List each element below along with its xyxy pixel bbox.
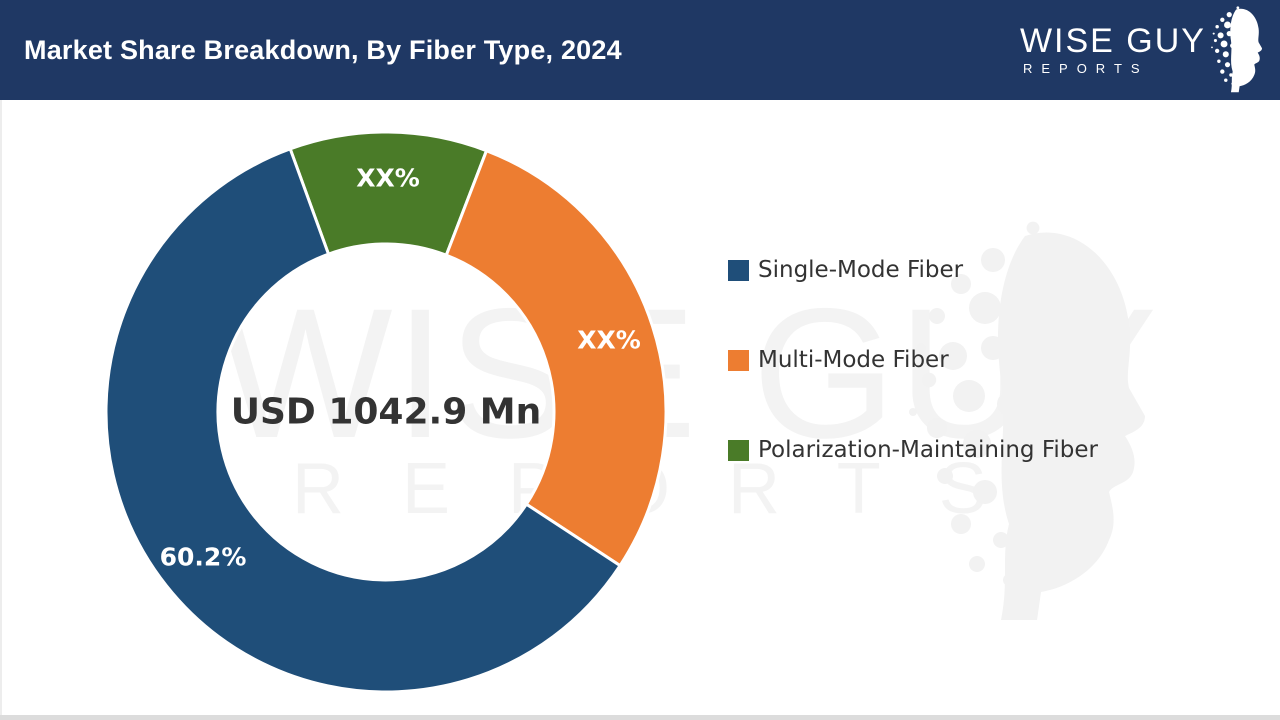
page-title: Market Share Breakdown, By Fiber Type, 2… xyxy=(24,34,622,65)
chart-legend: Single-Mode Fiber Multi-Mode Fiber Polariz… xyxy=(728,257,1098,528)
bottom-divider-bar xyxy=(0,715,1280,720)
left-edge-line xyxy=(0,100,2,716)
wiseguy-logo-name: WISE GUY xyxy=(1019,21,1206,60)
legend-swatch-polarization-maintaining-fiber xyxy=(728,439,749,461)
legend-item-multi-mode-fiber: Multi-Mode Fiber xyxy=(728,347,1098,373)
slice-label-single-mode-fiber: 60.2% xyxy=(159,542,247,572)
slice-label-multi-mode-fiber: XX% xyxy=(577,325,641,355)
legend-item-polarization-maintaining-fiber: Polarization-Maintaining Fiber xyxy=(728,437,1098,463)
legend-label-multi-mode-fiber: Multi-Mode Fiber xyxy=(758,347,949,373)
slice-label-polarization-maintaining-fiber: XX% xyxy=(356,163,420,193)
wiseguy-logo: WISE GUY REPORTS xyxy=(1020,6,1264,94)
donut-slice-multi-mode-fiber xyxy=(444,149,668,568)
legend-swatch-multi-mode-fiber xyxy=(728,349,749,371)
donut-chart xyxy=(104,130,668,694)
chart-area: WISE GUY REPORTS XX% XX% 60.2% USD 1042.9 … xyxy=(0,100,1280,716)
legend-swatch-single-mode-fiber xyxy=(728,259,749,281)
donut-center-value: USD 1042.9 Mn xyxy=(230,391,542,433)
wiseguy-logo-subname: REPORTS xyxy=(1022,61,1149,77)
head-logo-icon xyxy=(1211,6,1263,93)
header-bar: Market Share Breakdown, By Fiber Type, 2… xyxy=(0,0,1280,100)
donut-slice-single-mode-fiber xyxy=(104,147,622,694)
legend-label-polarization-maintaining-fiber: Polarization-Maintaining Fiber xyxy=(758,437,1098,463)
wiseguy-logo-text: WISE GUY REPORTS xyxy=(1019,21,1206,77)
legend-item-single-mode-fiber: Single-Mode Fiber xyxy=(728,257,1098,283)
legend-label-single-mode-fiber: Single-Mode Fiber xyxy=(758,257,964,283)
